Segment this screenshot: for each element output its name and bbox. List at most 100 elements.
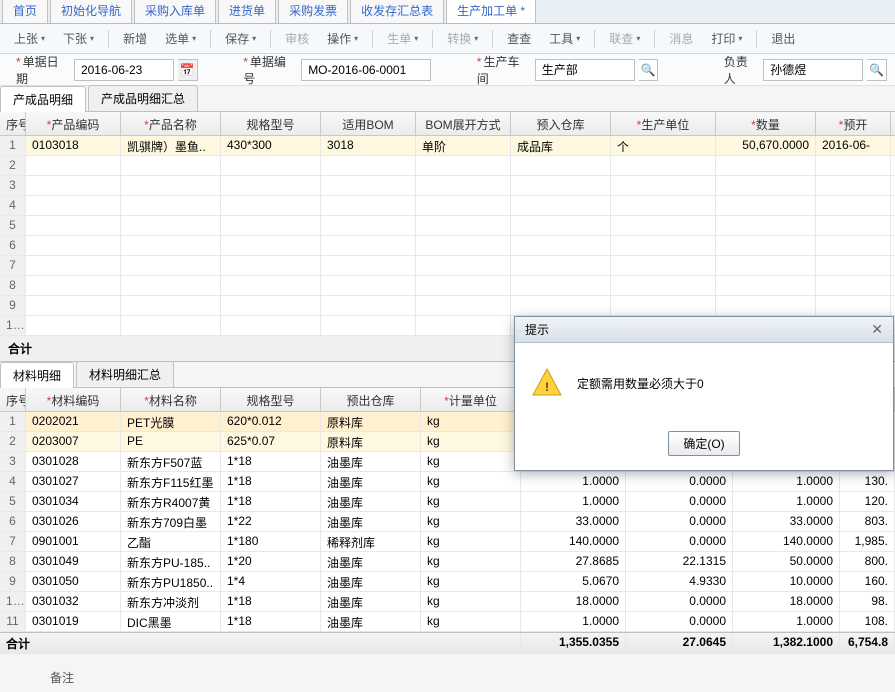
search-icon[interactable]: 🔍	[639, 59, 659, 81]
cell-unit[interactable]: kg	[421, 532, 521, 551]
cell-code[interactable]: 0301050	[26, 572, 121, 591]
cell-spec[interactable]: 1*4	[221, 572, 321, 591]
tab-production-order[interactable]: 生产加工单 *	[446, 0, 536, 23]
table-row[interactable]: 3	[0, 176, 895, 196]
tab-init-nav[interactable]: 初始化导航	[50, 0, 132, 23]
cell-q3[interactable]: 1.0000	[733, 492, 840, 511]
cell-q4[interactable]: 108.	[840, 612, 895, 631]
cell-spec[interactable]: 1*18	[221, 612, 321, 631]
cell-q3[interactable]: 1.0000	[733, 612, 840, 631]
cell-name[interactable]: 新东方冲淡剂	[121, 592, 221, 611]
table-row[interactable]: 2	[0, 156, 895, 176]
new-button[interactable]: 新增	[115, 27, 155, 50]
query-button[interactable]: 查查	[499, 27, 539, 50]
cell-warehouse[interactable]: 油墨库	[321, 572, 421, 591]
cell-warehouse[interactable]: 油墨库	[321, 492, 421, 511]
tab-home[interactable]: 首页	[2, 0, 48, 23]
cell-name[interactable]: 新东方R4007黄	[121, 492, 221, 511]
table-row[interactable]: 1 0103018 凯骐牌）墨鱼.. 430*300 3018 单阶 成品库 个…	[0, 136, 895, 156]
cell-name[interactable]: 新东方PU-185..	[121, 552, 221, 571]
table-row[interactable]: 70901001乙酯1*180稀释剂库kg140.00000.0000140.0…	[0, 532, 895, 552]
cell-q2[interactable]: 22.1315	[626, 552, 733, 571]
table-row[interactable]: 80301049新东方PU-185..1*20油墨库kg27.868522.13…	[0, 552, 895, 572]
print-button[interactable]: 打印▾	[703, 27, 750, 50]
cell-unit[interactable]: kg	[421, 452, 521, 471]
cell-unit[interactable]: kg	[421, 512, 521, 531]
cell-q1[interactable]: 5.0670	[521, 572, 626, 591]
cell-q4[interactable]: 1,985.	[840, 532, 895, 551]
cell-unit[interactable]: kg	[421, 432, 521, 451]
table-row[interactable]: 4	[0, 196, 895, 216]
cell-q2[interactable]: 0.0000	[626, 592, 733, 611]
col-rownum[interactable]: 序号	[0, 388, 26, 411]
table-row[interactable]: 7	[0, 256, 895, 276]
tab-receipt[interactable]: 进货单	[218, 0, 276, 23]
table-row[interactable]: 40301027新东方F115红墨1*18油墨库kg1.00000.00001.…	[0, 472, 895, 492]
cell-warehouse[interactable]: 油墨库	[321, 592, 421, 611]
cell-spec[interactable]: 1*18	[221, 592, 321, 611]
cell-code[interactable]: 0203007	[26, 432, 121, 451]
cell-spec[interactable]: 430*300	[221, 136, 321, 155]
col-date[interactable]: 预开	[816, 112, 891, 135]
cell-warehouse[interactable]: 油墨库	[321, 472, 421, 491]
cell-unit[interactable]: kg	[421, 412, 521, 431]
next-button[interactable]: 下张▾	[55, 27, 102, 50]
tab-material-detail[interactable]: 材料明细	[0, 362, 74, 388]
cell-code[interactable]: 0103018	[26, 136, 121, 155]
cell-name[interactable]: 新东方PU1850..	[121, 572, 221, 591]
cell-spec[interactable]: 1*18	[221, 452, 321, 471]
col-rownum[interactable]: 序号	[0, 112, 26, 135]
close-icon[interactable]: ✕	[871, 321, 883, 338]
cell-q3[interactable]: 50.0000	[733, 552, 840, 571]
cell-q2[interactable]: 0.0000	[626, 532, 733, 551]
owner-input[interactable]	[763, 59, 863, 81]
col-bom[interactable]: 适用BOM	[321, 112, 416, 135]
cell-q4[interactable]: 803.	[840, 512, 895, 531]
cell-warehouse[interactable]: 成品库	[511, 136, 611, 155]
cell-q1[interactable]: 27.8685	[521, 552, 626, 571]
cell-spec[interactable]: 1*18	[221, 472, 321, 491]
cell-code[interactable]: 0301032	[26, 592, 121, 611]
cell-date[interactable]: 2016-06-	[816, 136, 891, 155]
cell-spec[interactable]: 1*180	[221, 532, 321, 551]
cell-code[interactable]: 0301027	[26, 472, 121, 491]
table-row[interactable]: 90301050新东方PU1850..1*4油墨库kg5.06704.93301…	[0, 572, 895, 592]
col-bomexp[interactable]: BOM展开方式	[416, 112, 511, 135]
cell-q4[interactable]: 130.	[840, 472, 895, 491]
cell-warehouse[interactable]: 原料库	[321, 432, 421, 451]
cell-unit[interactable]: kg	[421, 552, 521, 571]
table-row[interactable]: 9	[0, 296, 895, 316]
col-name[interactable]: 材料名称	[121, 388, 221, 411]
cell-q4[interactable]: 120.	[840, 492, 895, 511]
cell-bomexp[interactable]: 单阶	[416, 136, 511, 155]
col-spec[interactable]: 规格型号	[221, 388, 321, 411]
cell-unit[interactable]: kg	[421, 492, 521, 511]
cell-q1[interactable]: 1.0000	[521, 472, 626, 491]
cell-spec[interactable]: 1*18	[221, 492, 321, 511]
cell-warehouse[interactable]: 油墨库	[321, 452, 421, 471]
exit-button[interactable]: 退出	[763, 27, 803, 50]
cell-q2[interactable]: 0.0000	[626, 612, 733, 631]
cell-name[interactable]: 凯骐牌）墨鱼..	[121, 136, 221, 155]
select-button[interactable]: 选单▾	[157, 27, 204, 50]
date-input[interactable]	[74, 59, 174, 81]
code-input[interactable]	[301, 59, 431, 81]
cell-q3[interactable]: 18.0000	[733, 592, 840, 611]
cell-warehouse[interactable]: 稀释剂库	[321, 532, 421, 551]
col-name[interactable]: 产品名称	[121, 112, 221, 135]
cell-unit[interactable]: 个	[611, 136, 716, 155]
cell-code[interactable]: 0301049	[26, 552, 121, 571]
col-warehouse[interactable]: 预入仓库	[511, 112, 611, 135]
prev-button[interactable]: 上张▾	[6, 27, 53, 50]
col-unit[interactable]: 计量单位	[421, 388, 521, 411]
table-row[interactable]: 100301032新东方冲淡剂1*18油墨库kg18.00000.000018.…	[0, 592, 895, 612]
cell-bom[interactable]: 3018	[321, 136, 416, 155]
cell-name[interactable]: 新东方709白墨	[121, 512, 221, 531]
cell-code[interactable]: 0301028	[26, 452, 121, 471]
dialog-titlebar[interactable]: 提示 ✕	[515, 317, 893, 343]
cell-q4[interactable]: 98.	[840, 592, 895, 611]
calendar-icon[interactable]: 📅	[178, 59, 198, 81]
cell-warehouse[interactable]: 原料库	[321, 412, 421, 431]
ok-button[interactable]: 确定(O)	[668, 431, 739, 456]
col-code[interactable]: 材料编码	[26, 388, 121, 411]
